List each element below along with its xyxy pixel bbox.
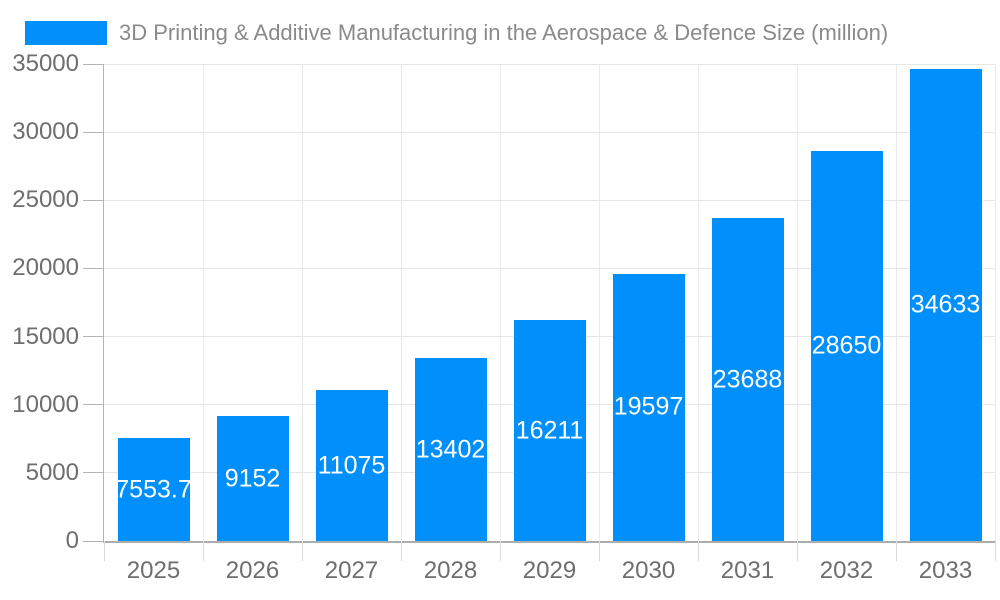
y-axis-tick xyxy=(83,472,103,474)
y-axis-tick-label: 0 xyxy=(65,527,79,554)
gridline-vertical xyxy=(301,64,303,541)
bar-value-label: 9152 xyxy=(224,464,281,493)
bar-value-label: 16211 xyxy=(515,416,584,445)
bar[interactable] xyxy=(117,438,190,541)
gridline-horizontal xyxy=(104,63,995,65)
x-axis-tick-label: 2033 xyxy=(918,557,973,584)
bar-value-label: 19597 xyxy=(613,392,684,421)
x-axis-tick-label: 2027 xyxy=(324,557,379,584)
bar[interactable] xyxy=(810,150,883,541)
y-axis-tick xyxy=(83,540,103,542)
gridline-vertical xyxy=(697,64,699,541)
legend-item[interactable]: 3D Printing & Additive Manufacturing in … xyxy=(25,18,888,48)
bar-value-label: 23688 xyxy=(712,365,783,394)
gridline-vertical xyxy=(895,64,897,541)
x-axis-tick xyxy=(895,541,897,561)
x-axis-tick xyxy=(499,541,501,561)
y-axis-tick xyxy=(83,267,103,269)
y-axis-tick-label: 15000 xyxy=(12,322,79,350)
bar[interactable] xyxy=(216,416,289,541)
y-axis-tick-label: 10000 xyxy=(12,390,79,418)
y-axis-tick xyxy=(83,336,103,338)
x-axis-tick-label: 2029 xyxy=(522,557,577,584)
gridline-vertical xyxy=(796,64,798,541)
legend-swatch xyxy=(25,21,107,45)
y-axis-tick xyxy=(83,404,103,406)
x-axis-tick-label: 2030 xyxy=(621,557,676,584)
bar[interactable] xyxy=(909,69,982,541)
gridline-vertical xyxy=(499,64,501,541)
x-axis-tick xyxy=(697,541,699,561)
bar[interactable] xyxy=(315,390,388,541)
y-axis-tick-label: 25000 xyxy=(12,186,79,214)
x-axis-tick-label: 2025 xyxy=(126,557,181,584)
gridline-horizontal xyxy=(104,199,995,201)
y-axis-tick xyxy=(83,199,103,201)
y-axis-tick-label: 30000 xyxy=(12,118,79,146)
x-axis-tick xyxy=(301,541,303,561)
y-axis-tick-label: 5000 xyxy=(25,458,79,486)
y-axis-tick xyxy=(83,63,103,65)
x-axis-tick xyxy=(400,541,402,561)
x-axis-tick xyxy=(994,541,996,561)
y-axis-tick-label: 20000 xyxy=(12,254,79,282)
bar[interactable] xyxy=(414,358,487,541)
legend-label: 3D Printing & Additive Manufacturing in … xyxy=(119,20,889,45)
y-axis-tick xyxy=(83,131,103,133)
bar-value-label: 11075 xyxy=(317,451,386,480)
bar-value-label: 28650 xyxy=(811,331,882,360)
gridline-horizontal xyxy=(104,267,995,269)
bar-value-label: 7553.7 xyxy=(115,475,192,504)
x-axis-tick xyxy=(202,541,204,561)
gridline-vertical xyxy=(598,64,600,541)
gridline-vertical xyxy=(400,64,402,541)
bar-value-label: 34633 xyxy=(910,290,981,319)
y-axis-tick-label: 35000 xyxy=(12,50,79,77)
x-axis-tick-label: 2031 xyxy=(720,557,775,584)
x-axis-tick xyxy=(103,541,105,561)
bar[interactable] xyxy=(513,320,586,541)
gridline-vertical xyxy=(202,64,204,541)
x-axis-tick xyxy=(796,541,798,561)
x-axis-tick-label: 2026 xyxy=(225,557,280,584)
x-axis-tick-label: 2028 xyxy=(423,557,478,584)
bar-value-label: 13402 xyxy=(415,435,486,464)
x-axis-tick xyxy=(598,541,600,561)
gridline-vertical xyxy=(994,64,996,541)
x-axis-tick-label: 2032 xyxy=(819,557,874,584)
bar[interactable] xyxy=(612,273,685,541)
bar[interactable] xyxy=(711,218,784,541)
plot-area: 0 5000 10000 15000 20000 25000 30000 35000 2025 2… xyxy=(12,50,996,584)
gridline-horizontal xyxy=(104,131,995,133)
